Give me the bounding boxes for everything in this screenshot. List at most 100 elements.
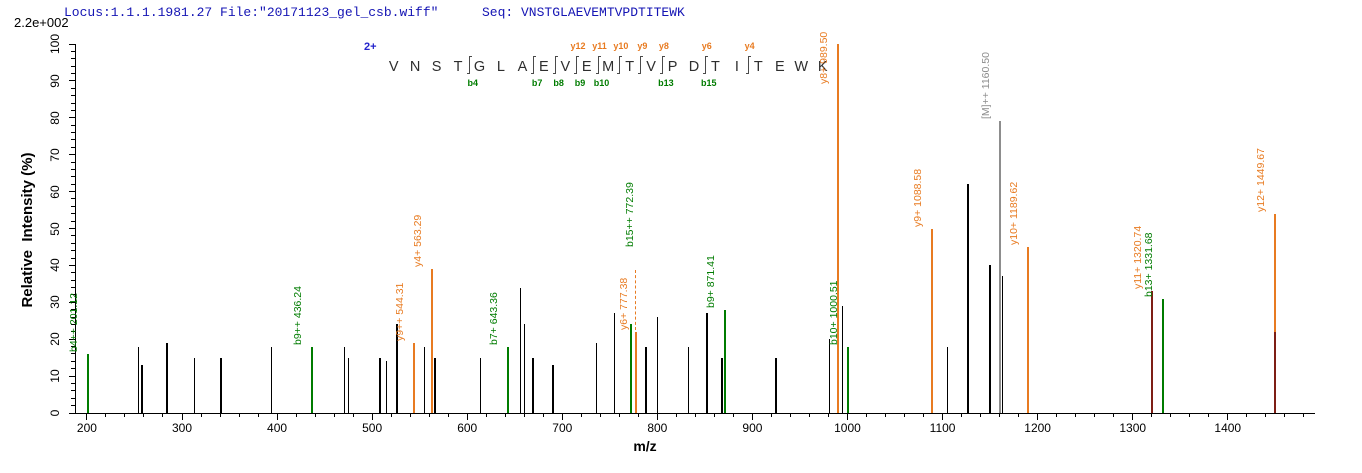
peak-label: y10+ 1189.62 (1007, 181, 1020, 245)
sequence-residue: A (517, 59, 528, 75)
peak-unlabeled (137, 346, 140, 413)
x-minor-tick (618, 414, 620, 417)
precursor-charge-label: 2+ (364, 41, 377, 53)
y-ion-label: y4 (744, 41, 755, 51)
y-minor-tick (71, 346, 75, 348)
peak-label: y12+ 1449.67 (1254, 147, 1267, 212)
b-ion-label: b13 (658, 78, 674, 88)
y-ion-label: y11 (592, 41, 607, 51)
peak-unlabeled (343, 346, 346, 413)
y-tick-label: 40 (48, 258, 62, 273)
x-minor-tick (504, 414, 506, 417)
fragment-divider (466, 56, 472, 74)
peak-y8+ (836, 44, 839, 413)
y-major-tick (69, 43, 75, 45)
y-minor-tick (71, 397, 75, 399)
x-minor-tick (904, 414, 906, 417)
y-minor-tick (71, 272, 75, 274)
x-minor-tick (713, 414, 715, 417)
x-minor-tick (1151, 414, 1153, 417)
y-minor-tick (71, 360, 75, 362)
y-minor-tick (71, 220, 75, 222)
y-minor-tick (71, 183, 75, 185)
x-minor-tick (1094, 414, 1096, 417)
y-major-tick (69, 191, 75, 193)
peak-unlabeled (1001, 276, 1004, 413)
x-minor-tick (675, 414, 677, 417)
sequence-residue: E (581, 59, 592, 75)
peak-b13+ (1161, 298, 1164, 413)
x-minor-tick (980, 414, 982, 417)
y-major-tick (69, 228, 75, 229)
peak-label: b13+ 1331.68 (1142, 232, 1155, 297)
x-minor-tick (1246, 414, 1248, 417)
x-tick-label: 700 (552, 421, 573, 435)
y-ion-label: y10 (613, 41, 629, 51)
sequence-residue: T (753, 59, 763, 75)
peak-unlabeled (270, 346, 273, 413)
x-minor-tick (352, 414, 354, 417)
y-tick-label: 90 (48, 74, 62, 88)
x-minor-tick (523, 414, 525, 417)
x-major-tick (656, 414, 658, 420)
peak-unlabeled (828, 339, 831, 413)
x-minor-tick (257, 414, 259, 417)
x-tick-label: 200 (76, 421, 97, 435)
peak-unlabeled (379, 357, 381, 413)
peak-unlabeled (946, 346, 949, 413)
peak-label: y9+ 1088.58 (911, 168, 924, 227)
y-minor-tick (71, 323, 75, 325)
fragment-divider (595, 56, 601, 74)
x-axis-line (75, 413, 1315, 414)
y-tick-label: 50 (48, 221, 62, 236)
x-minor-tick (789, 414, 791, 417)
peak-label: b15++ 772.39 (624, 182, 637, 247)
y-minor-tick (71, 109, 75, 111)
x-minor-tick (808, 414, 810, 417)
x-minor-tick (1056, 414, 1058, 417)
y-major-tick (69, 412, 75, 414)
y-minor-tick (71, 205, 75, 207)
peak-unlabeled (1273, 331, 1276, 413)
x-minor-tick (295, 414, 297, 417)
sequence-residue: L (496, 59, 505, 75)
y-minor-tick (71, 161, 75, 163)
y-minor-tick (71, 250, 75, 252)
x-major-tick (942, 414, 944, 420)
x-minor-tick (124, 414, 126, 417)
peak-label: y4+ 563.29 (412, 214, 425, 268)
x-minor-tick (1170, 414, 1172, 417)
peak-b10+ (846, 346, 849, 413)
x-minor-tick (1303, 414, 1305, 417)
peak-unlabeled (385, 361, 388, 413)
peak-unlabeled (434, 357, 436, 413)
y-minor-tick (71, 87, 75, 89)
sequence-residue: S (431, 59, 442, 75)
x-major-tick (86, 414, 88, 420)
x-tick-label: 500 (362, 421, 383, 435)
y-minor-tick (71, 405, 75, 407)
x-major-tick (1227, 414, 1229, 420)
x-axis-title: m/z (633, 438, 657, 454)
peak-label: b9++ 436.24 (291, 285, 304, 345)
y-major-tick (69, 338, 75, 340)
x-minor-tick (999, 414, 1001, 417)
sequence-residue: N (409, 59, 421, 75)
y-minor-tick (71, 294, 75, 296)
sequence-residue: G (473, 59, 486, 75)
y-axis-title: Relative Intensity (%) (19, 152, 36, 308)
x-minor-tick (770, 414, 772, 417)
x-minor-tick (827, 414, 829, 417)
peak-b15++ (630, 324, 633, 413)
y-minor-tick (71, 176, 75, 178)
x-tick-label: 1400 (1214, 421, 1242, 435)
x-tick-label: 1000 (834, 421, 861, 435)
peak-unlabeled (841, 305, 844, 413)
peak-b9++ (310, 346, 313, 413)
peak-y11+ (1151, 291, 1154, 413)
peak-y10+ (1026, 246, 1029, 413)
y-major-tick (69, 301, 75, 303)
x-tick-label: 300 (171, 421, 193, 435)
peak-b7+ (507, 346, 510, 413)
x-minor-tick (1018, 414, 1020, 417)
